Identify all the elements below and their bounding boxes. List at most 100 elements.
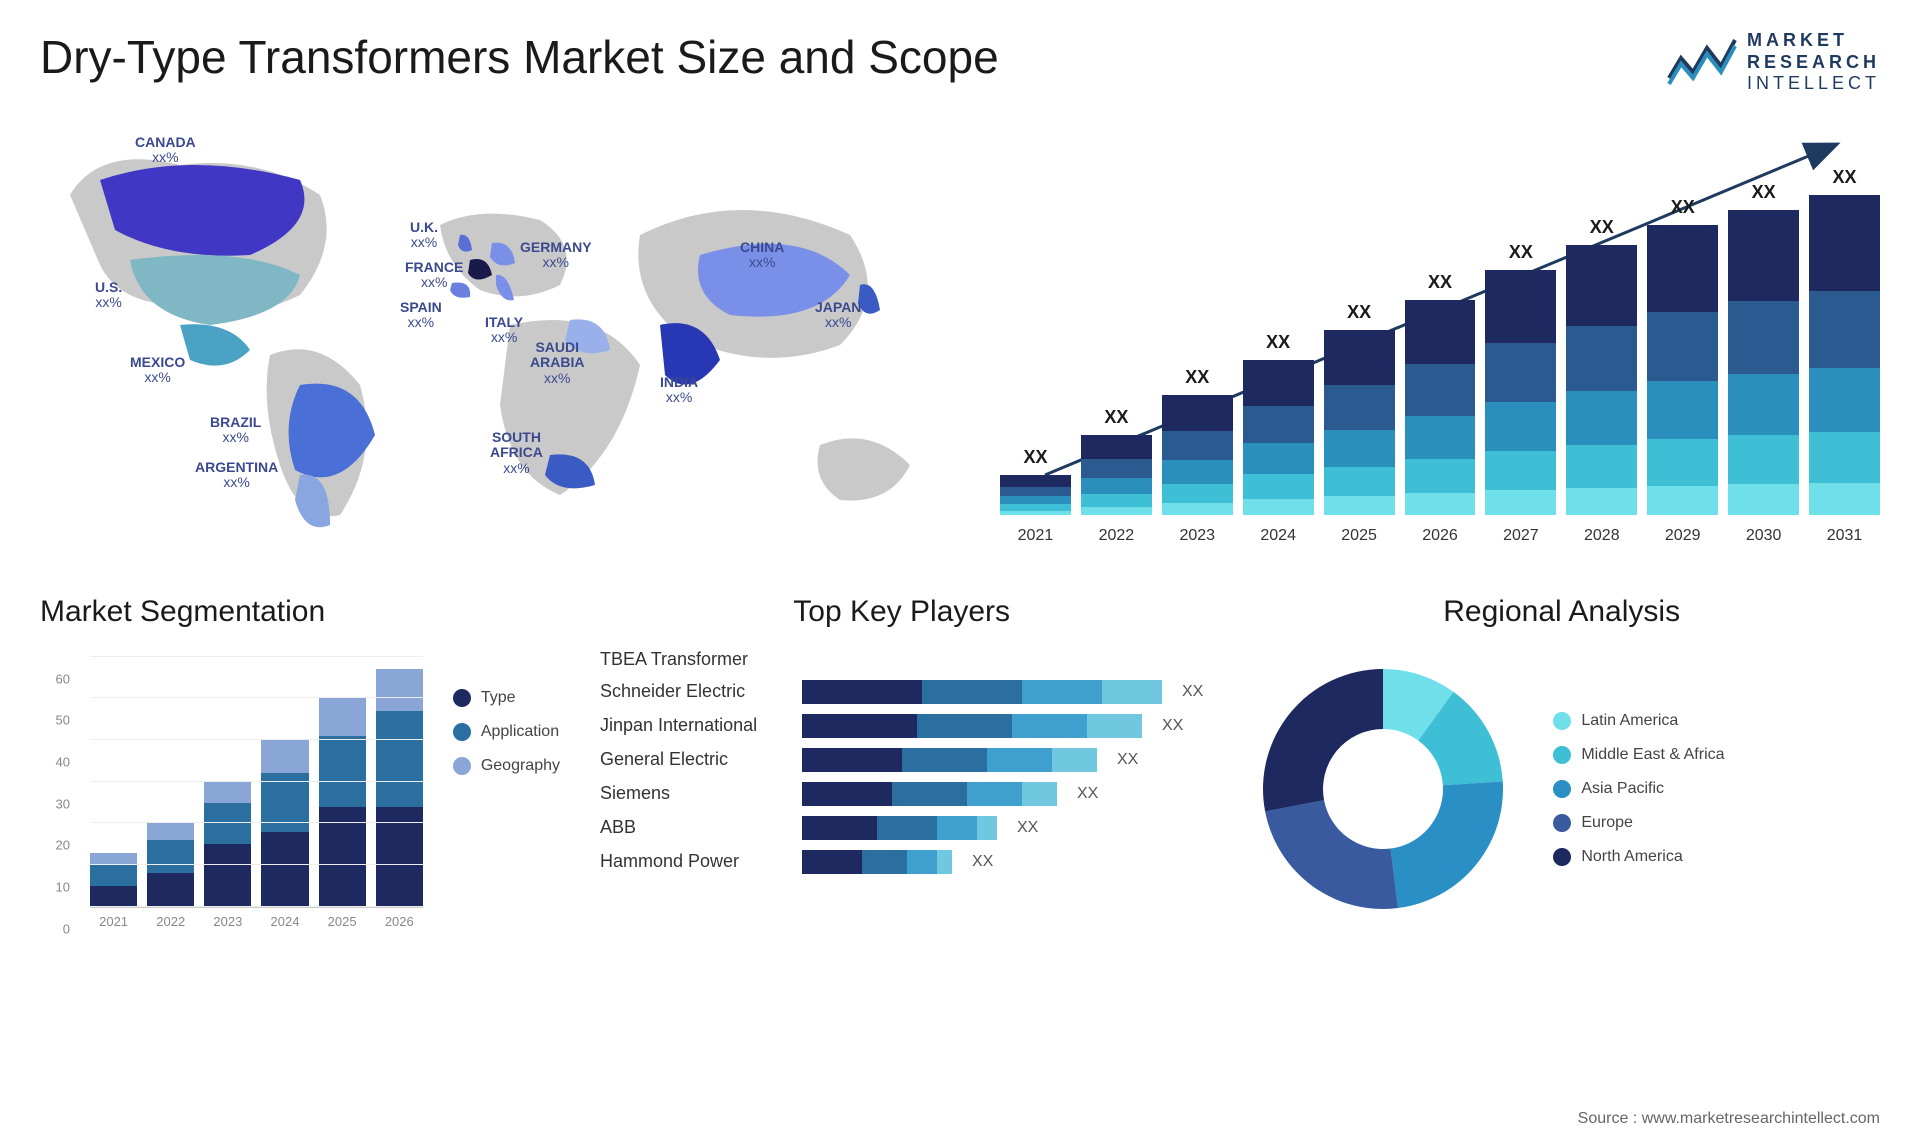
map-label: SOUTHAFRICAxx%: [490, 430, 543, 476]
regional-panel: Regional Analysis Latin AmericaMiddle Ea…: [1243, 595, 1880, 929]
seg-bar-segment: [261, 740, 308, 773]
legend-label: North America: [1581, 848, 1682, 866]
growth-bar-segment: [1809, 432, 1880, 483]
player-name: Jinpan International: [600, 715, 790, 736]
growth-bar-segment: [1809, 483, 1880, 515]
growth-year-label: 2022: [1081, 527, 1152, 545]
legend-item: Latin America: [1553, 712, 1724, 730]
player-bar: [802, 816, 997, 840]
growth-bar-segment: [1647, 381, 1718, 439]
growth-bar-segment: [1324, 385, 1395, 429]
seg-gridline: [90, 864, 423, 865]
growth-bar-segment: [1809, 291, 1880, 368]
seg-bar: [376, 669, 423, 906]
growth-bar-segment: [1809, 368, 1880, 432]
growth-bar-label: XX: [1243, 332, 1314, 353]
growth-bar: XX: [1324, 330, 1395, 515]
growth-bar-segment: [1485, 402, 1556, 451]
growth-bar: XX: [1485, 270, 1556, 515]
growth-bar-segment: [1647, 312, 1718, 382]
player-row: ABBXX: [600, 816, 1203, 840]
seg-ytick: 60: [56, 671, 70, 686]
legend-label: Type: [481, 689, 516, 707]
header: Dry-Type Transformers Market Size and Sc…: [40, 30, 1880, 95]
seg-ytick: 0: [63, 921, 70, 936]
legend-swatch: [1553, 746, 1571, 764]
player-bar-segment: [802, 748, 902, 772]
growth-bar-segment: [1324, 467, 1395, 497]
seg-ytick: 20: [56, 838, 70, 853]
seg-bar: [147, 823, 194, 906]
player-name: Hammond Power: [600, 851, 790, 872]
player-bar-segment: [802, 816, 877, 840]
growth-bar-label: XX: [1566, 217, 1637, 238]
growth-bar-segment: [1647, 486, 1718, 515]
growth-bar-segment: [1566, 245, 1637, 326]
player-row: Schneider ElectricXX: [600, 680, 1203, 704]
growth-bar-segment: [1162, 431, 1233, 460]
legend-item: Middle East & Africa: [1553, 746, 1724, 764]
growth-bar-segment: [1485, 490, 1556, 515]
world-map: CANADAxx%U.S.xx%MEXICOxx%BRAZILxx%ARGENT…: [40, 125, 960, 545]
growth-year-label: 2025: [1324, 527, 1395, 545]
players-list: TBEA TransformerSchneider ElectricXXJinp…: [600, 649, 1203, 874]
source-attribution: Source : www.marketresearchintellect.com: [1578, 1110, 1880, 1128]
seg-ytick: 30: [56, 796, 70, 811]
donut-slice: [1391, 781, 1503, 908]
growth-bar-segment: [1647, 439, 1718, 485]
seg-xlabel: 2025: [319, 914, 366, 929]
segmentation-title: Market Segmentation: [40, 595, 560, 629]
player-bar-segment: [922, 680, 1022, 704]
growth-year-label: 2031: [1809, 527, 1880, 545]
growth-bar-segment: [1485, 343, 1556, 402]
legend-item: Asia Pacific: [1553, 780, 1724, 798]
player-value: XX: [1017, 819, 1038, 837]
player-value: XX: [972, 853, 993, 871]
legend-swatch: [453, 689, 471, 707]
growth-bar-segment: [1405, 416, 1476, 459]
growth-year-label: 2023: [1162, 527, 1233, 545]
player-bar-segment: [1102, 680, 1162, 704]
growth-bar-segment: [1162, 484, 1233, 503]
growth-bar-label: XX: [1000, 447, 1071, 468]
seg-x-axis: 202120222023202420252026: [90, 908, 423, 929]
growth-bar-segment: [1243, 499, 1314, 515]
growth-xaxis: 2021202220232024202520262027202820292030…: [1000, 527, 1880, 545]
growth-bar-segment: [1000, 475, 1071, 487]
brand-logo: MARKET RESEARCH INTELLECT: [1667, 30, 1880, 95]
growth-bar-label: XX: [1324, 302, 1395, 323]
growth-bar-segment: [1243, 443, 1314, 474]
player-name: General Electric: [600, 749, 790, 770]
growth-chart: XXXXXXXXXXXXXXXXXXXXXX 20212022202320242…: [1000, 125, 1880, 545]
map-label: GERMANYxx%: [520, 240, 592, 271]
player-bar-segment: [802, 680, 922, 704]
growth-bar-segment: [1647, 225, 1718, 312]
growth-bar-segment: [1728, 301, 1799, 374]
seg-ytick: 10: [56, 880, 70, 895]
seg-gridline: [90, 906, 423, 907]
legend-swatch: [1553, 848, 1571, 866]
regional-legend: Latin America Middle East & Africa Asia Pa…: [1553, 712, 1724, 866]
player-bar-segment: [1087, 714, 1142, 738]
player-bar-segment: [967, 782, 1022, 806]
growth-year-label: 2030: [1728, 527, 1799, 545]
legend-label: Middle East & Africa: [1581, 746, 1724, 764]
growth-bar-segment: [1243, 360, 1314, 407]
donut-slice: [1265, 800, 1398, 909]
growth-bar-segment: [1243, 406, 1314, 443]
growth-bar-segment: [1081, 435, 1152, 459]
player-name: Schneider Electric: [600, 681, 790, 702]
map-label: JAPANxx%: [815, 300, 861, 331]
legend-label: Latin America: [1581, 712, 1678, 730]
legend-label: Application: [481, 723, 559, 741]
player-bar-segment: [802, 782, 892, 806]
seg-bar-segment: [147, 840, 194, 873]
player-bar: [802, 748, 1097, 772]
growth-bar-segment: [1405, 300, 1476, 365]
legend-item: Application: [453, 723, 560, 741]
seg-bar-segment: [204, 782, 251, 803]
growth-bar-segment: [1081, 494, 1152, 507]
legend-item: Europe: [1553, 814, 1724, 832]
growth-bar-segment: [1809, 195, 1880, 291]
player-name: TBEA Transformer: [600, 649, 790, 670]
